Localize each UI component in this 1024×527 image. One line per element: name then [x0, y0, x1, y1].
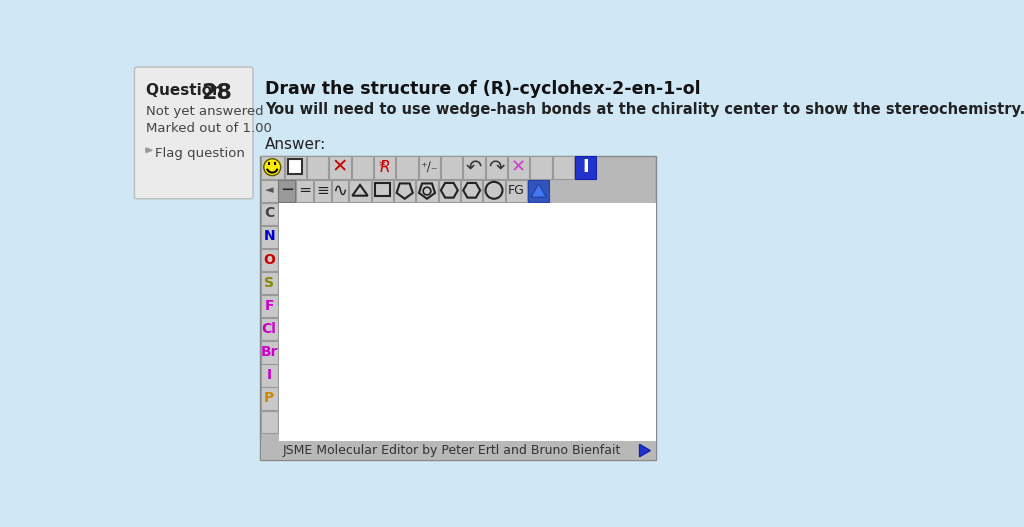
Bar — [261, 341, 278, 364]
Bar — [438, 180, 460, 202]
Text: Question: Question — [146, 83, 228, 98]
Bar — [307, 157, 329, 179]
Bar — [285, 157, 306, 179]
Bar — [508, 157, 529, 179]
Polygon shape — [531, 183, 547, 197]
Bar — [574, 157, 596, 179]
Bar — [374, 157, 395, 179]
Bar — [506, 180, 527, 202]
Text: Marked out of 1.00: Marked out of 1.00 — [146, 122, 271, 135]
Bar — [416, 180, 438, 202]
Bar — [441, 157, 463, 179]
Polygon shape — [146, 148, 153, 152]
Bar — [485, 157, 507, 179]
Text: S: S — [264, 276, 274, 290]
Bar — [351, 157, 373, 179]
Bar — [396, 157, 418, 179]
Text: P: P — [264, 391, 274, 405]
Text: ↷: ↷ — [488, 158, 505, 177]
Text: F: F — [264, 299, 273, 313]
Bar — [261, 180, 278, 202]
Bar — [261, 202, 278, 225]
Bar — [280, 202, 655, 441]
Text: FG: FG — [508, 184, 524, 197]
Text: Draw the structure of (R)-cyclohex-2-en-1-ol: Draw the structure of (R)-cyclohex-2-en-… — [265, 80, 701, 98]
Bar — [553, 157, 574, 179]
Bar — [313, 180, 331, 202]
Text: ↶: ↶ — [466, 158, 482, 177]
Text: I: I — [583, 158, 589, 176]
FancyBboxPatch shape — [134, 67, 253, 199]
Polygon shape — [640, 444, 650, 457]
Text: C: C — [264, 207, 274, 220]
Text: Br: Br — [260, 345, 278, 359]
Bar — [394, 180, 416, 202]
Bar — [261, 441, 655, 460]
Text: ✕: ✕ — [511, 158, 526, 176]
Bar — [372, 180, 393, 202]
Bar — [261, 226, 278, 248]
Text: ∿: ∿ — [333, 181, 347, 199]
Bar — [261, 295, 278, 317]
Bar — [332, 180, 348, 202]
Bar — [261, 157, 284, 179]
Text: JSME Molecular Editor by Peter Ertl and Bruno Bienfait: JSME Molecular Editor by Peter Ertl and … — [283, 444, 622, 457]
Text: I: I — [266, 368, 271, 382]
Bar — [288, 160, 302, 174]
Bar — [375, 182, 390, 197]
Text: ◄: ◄ — [265, 186, 273, 196]
Text: *: * — [379, 159, 385, 173]
Bar — [296, 180, 313, 202]
Bar — [528, 180, 550, 202]
Text: You will need to use wedge-hash bonds at the chirality center to show the stereo: You will need to use wedge-hash bonds at… — [265, 102, 1024, 117]
Text: ⁺∕₋: ⁺∕₋ — [421, 161, 438, 174]
Bar — [261, 411, 278, 433]
Text: O: O — [263, 252, 275, 267]
Text: ─: ─ — [282, 181, 292, 199]
Text: Cl: Cl — [262, 322, 276, 336]
Bar — [261, 272, 278, 294]
Text: 28: 28 — [202, 83, 232, 103]
Bar — [261, 318, 278, 340]
Text: ═: ═ — [300, 183, 309, 198]
Bar — [419, 157, 440, 179]
Bar — [463, 157, 484, 179]
Bar — [483, 180, 505, 202]
Bar — [330, 157, 351, 179]
Text: ≡: ≡ — [316, 183, 329, 198]
Text: Flag question: Flag question — [156, 147, 245, 160]
Bar — [261, 249, 278, 271]
Text: Not yet answered: Not yet answered — [146, 105, 263, 118]
Bar — [530, 157, 552, 179]
Bar — [461, 180, 482, 202]
Text: R: R — [379, 160, 390, 175]
Text: Answer:: Answer: — [265, 137, 327, 152]
Text: ✕: ✕ — [332, 158, 348, 177]
Bar — [261, 364, 278, 387]
Text: N: N — [263, 229, 275, 243]
Bar — [260, 155, 656, 460]
Circle shape — [264, 159, 281, 175]
Bar — [261, 387, 278, 409]
Bar — [349, 180, 371, 202]
Bar — [279, 180, 295, 202]
